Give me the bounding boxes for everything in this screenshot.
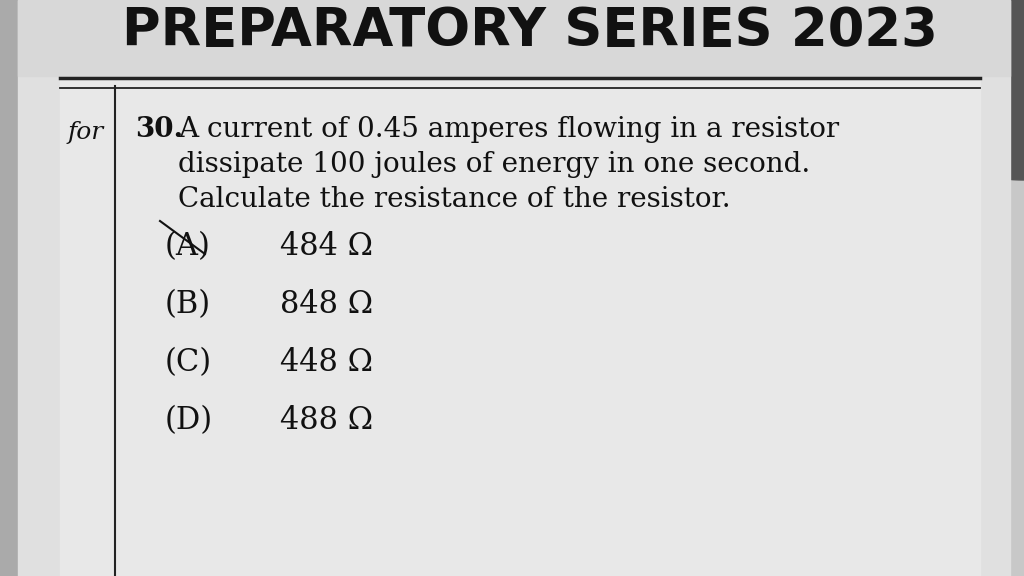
Text: PREPARATORY SERIES 2023: PREPARATORY SERIES 2023	[122, 5, 938, 57]
Polygon shape	[0, 0, 18, 576]
Polygon shape	[18, 0, 1010, 576]
Text: (D): (D)	[165, 405, 213, 436]
Text: (C): (C)	[165, 347, 212, 378]
Text: Calculate the resistance of the resistor.: Calculate the resistance of the resistor…	[178, 186, 731, 213]
Text: (B): (B)	[165, 289, 211, 320]
Text: 484 Ω: 484 Ω	[280, 231, 373, 262]
Text: 448 Ω: 448 Ω	[280, 347, 373, 378]
Text: A current of 0.45 amperes flowing in a resistor: A current of 0.45 amperes flowing in a r…	[178, 116, 839, 143]
Text: (A): (A)	[165, 231, 211, 262]
Text: 488 Ω: 488 Ω	[280, 405, 373, 436]
Text: dissipate 100 joules of energy in one second.: dissipate 100 joules of energy in one se…	[178, 151, 810, 178]
Polygon shape	[60, 16, 980, 576]
Text: for: for	[68, 121, 104, 144]
Polygon shape	[18, 0, 1010, 76]
Text: 848 Ω: 848 Ω	[280, 289, 373, 320]
Text: 30.: 30.	[135, 116, 183, 143]
Polygon shape	[844, 0, 1024, 180]
